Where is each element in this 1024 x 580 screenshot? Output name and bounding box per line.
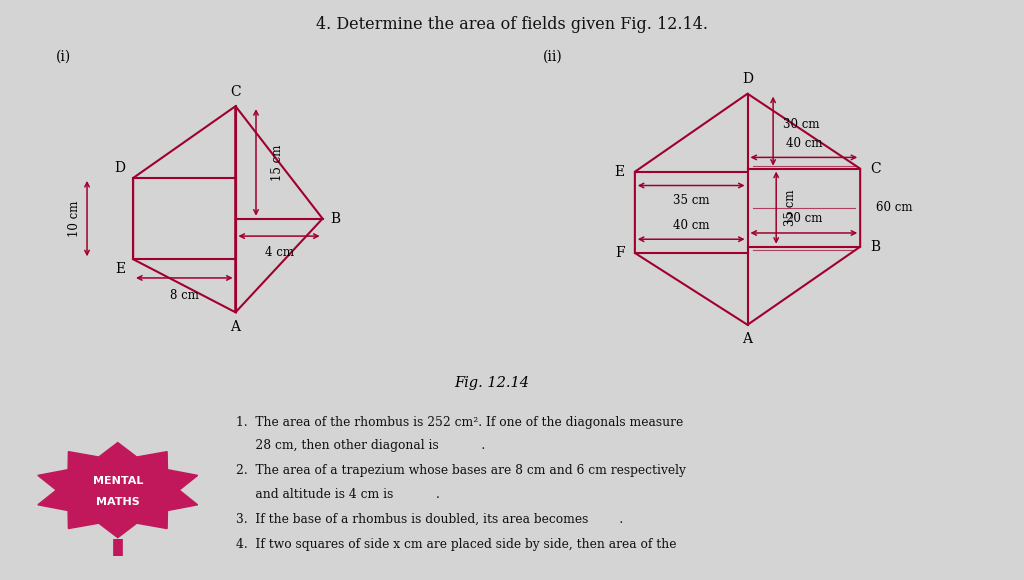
Text: and altitude is 4 cm is           .: and altitude is 4 cm is .	[236, 488, 439, 501]
Text: 2.  The area of a trapezium whose bases are 8 cm and 6 cm respectively: 2. The area of a trapezium whose bases a…	[236, 465, 685, 477]
Text: 4. Determine the area of fields given Fig. 12.14.: 4. Determine the area of fields given Fi…	[316, 16, 708, 32]
Text: 28 cm, then other diagonal is           .: 28 cm, then other diagonal is .	[236, 439, 484, 452]
Text: 30 cm: 30 cm	[783, 118, 820, 132]
Text: 3.  If the base of a rhombus is doubled, its area becomes        .: 3. If the base of a rhombus is doubled, …	[236, 513, 623, 525]
Text: A: A	[742, 332, 753, 346]
Text: A: A	[230, 320, 241, 334]
Text: 10 cm: 10 cm	[69, 201, 81, 237]
Text: 1.  The area of the rhombus is 252 cm². If one of the diagonals measure: 1. The area of the rhombus is 252 cm². I…	[236, 416, 683, 429]
Text: (i): (i)	[56, 50, 72, 64]
Text: 8 cm: 8 cm	[170, 289, 199, 302]
Text: 60 cm: 60 cm	[876, 201, 912, 214]
Text: (ii): (ii)	[543, 50, 562, 64]
Text: D: D	[114, 161, 125, 175]
Text: 35 cm: 35 cm	[784, 190, 798, 226]
Polygon shape	[38, 443, 198, 538]
Text: 40 cm: 40 cm	[785, 137, 822, 150]
Text: E: E	[115, 262, 125, 276]
Text: E: E	[614, 165, 625, 179]
Text: F: F	[615, 246, 625, 260]
Text: 15 cm: 15 cm	[271, 144, 285, 180]
Text: 35 cm: 35 cm	[673, 194, 710, 207]
Text: Fig. 12.14: Fig. 12.14	[454, 376, 529, 390]
Text: MATHS: MATHS	[96, 496, 139, 507]
Text: 40 cm: 40 cm	[673, 219, 710, 232]
Text: B: B	[870, 240, 881, 253]
Text: 4 cm: 4 cm	[264, 246, 294, 259]
Text: D: D	[742, 72, 753, 86]
Text: C: C	[870, 162, 881, 176]
Text: MENTAL: MENTAL	[92, 476, 143, 487]
Text: C: C	[230, 85, 241, 99]
Text: 20 cm: 20 cm	[785, 212, 822, 226]
Text: 4.  If two squares of side x cm are placed side by side, then area of the: 4. If two squares of side x cm are place…	[236, 538, 676, 550]
Text: B: B	[331, 212, 341, 226]
